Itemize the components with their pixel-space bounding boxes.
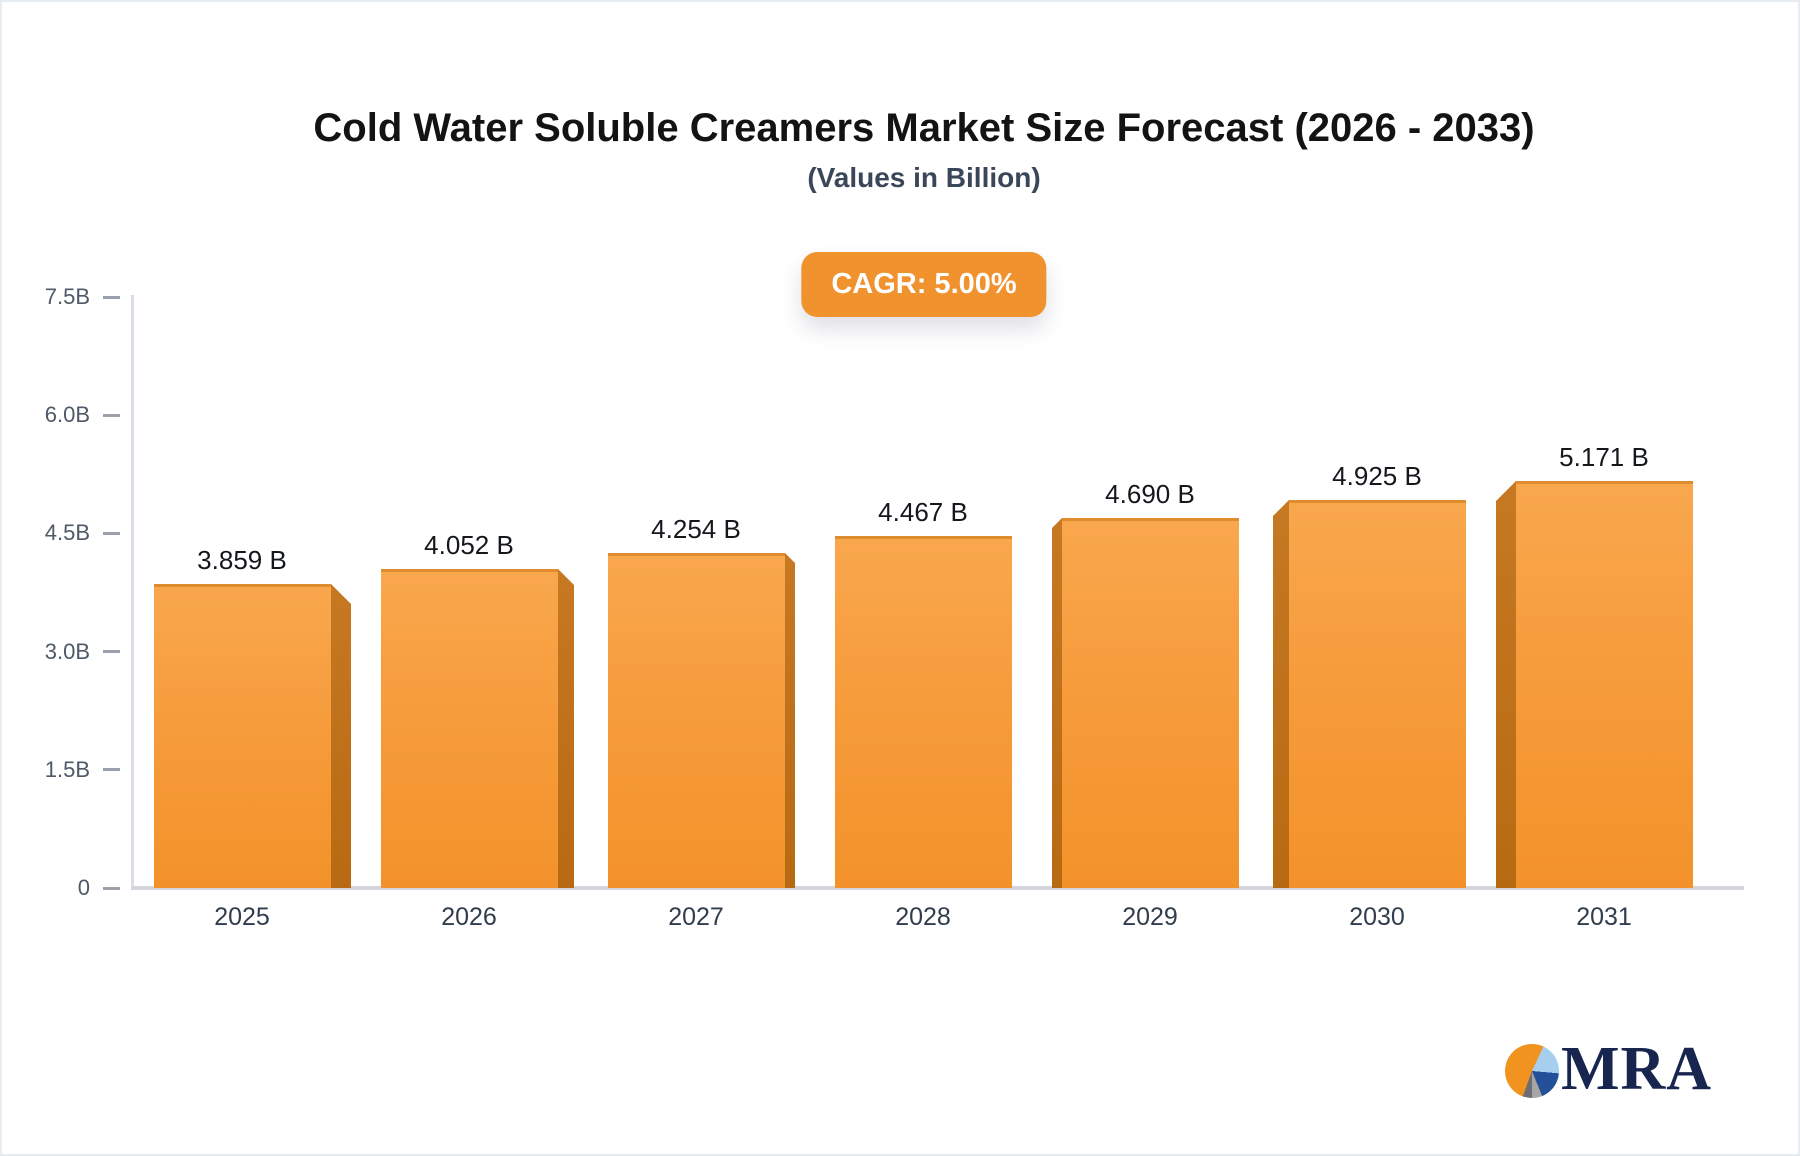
bar-3d-side [1496, 481, 1516, 888]
y-tick-label: 6.0B [44, 402, 90, 428]
bar-2026 [381, 569, 558, 888]
y-tick-mark [103, 650, 120, 654]
bar-3d-side [1273, 500, 1289, 888]
bar-value-label: 3.859 B [197, 545, 287, 575]
x-tick-label: 2025 [214, 903, 270, 931]
bar-value-label: 4.052 B [424, 530, 514, 560]
x-tick-label: 2028 [895, 903, 951, 931]
y-tick-mark [103, 531, 120, 535]
bar-value-label: 4.254 B [651, 514, 741, 544]
y-tick-mark [103, 295, 120, 299]
bar-2029 [1062, 518, 1239, 888]
bar-value-label: 4.467 B [878, 497, 968, 527]
y-tick-label: 3.0B [44, 638, 90, 664]
bar-3d-side [331, 584, 351, 888]
y-tick-label: 7.5B [44, 284, 90, 309]
x-tick-label: 2029 [1122, 903, 1178, 931]
x-tick-label: 2030 [1349, 903, 1405, 931]
chart-title: Cold Water Soluble Creamers Market Size … [313, 106, 1535, 150]
x-axis-baseline [131, 886, 1744, 890]
cagr-badge: CAGR: 5.00% [801, 252, 1047, 317]
chart-subtitle: (Values in Billion) [807, 162, 1041, 193]
y-tick-label: 0 [77, 875, 90, 900]
x-tick-label: 2026 [441, 903, 497, 931]
y-tick-mark [103, 413, 120, 417]
y-tick-mark [103, 886, 120, 890]
y-tick-label: 1.5B [44, 756, 90, 782]
brand-logo-text: MRA [1561, 1035, 1713, 1103]
bar-2025 [154, 584, 331, 888]
bar-2031 [1516, 481, 1693, 888]
bar-2028 [835, 536, 1012, 888]
bar-3d-side [1052, 518, 1062, 888]
y-axis-line [131, 295, 134, 890]
bar-value-label: 4.925 B [1332, 461, 1422, 491]
y-tick-mark [103, 768, 120, 772]
brand-logo: MRA [1505, 1035, 1715, 1108]
bar-3d-side [558, 569, 574, 888]
bar-2030 [1289, 500, 1466, 888]
pie-chart-icon [1505, 1044, 1559, 1098]
bar-value-label: 5.171 B [1559, 442, 1649, 472]
y-tick-label: 4.5B [44, 520, 90, 546]
bar-2027 [608, 553, 785, 888]
bar-3d-side [785, 553, 795, 888]
bar-value-label: 4.690 B [1105, 479, 1195, 509]
x-tick-label: 2027 [668, 903, 724, 931]
x-tick-label: 2031 [1576, 903, 1632, 931]
